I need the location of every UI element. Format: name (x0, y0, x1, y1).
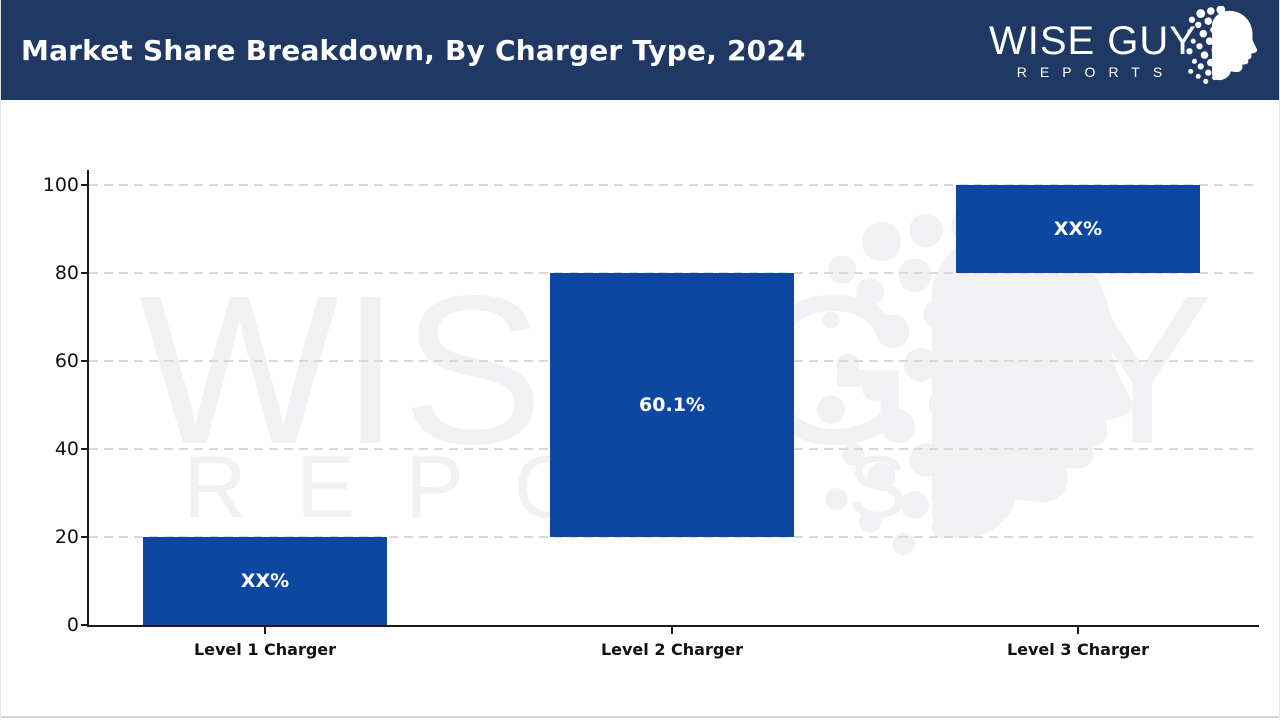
header: Market Share Breakdown, By Charger Type,… (1, 0, 1279, 100)
category-label: Level 1 Charger (193, 640, 337, 659)
chart-title: Market Share Breakdown, By Charger Type,… (21, 33, 806, 67)
x-tick-mark (1077, 627, 1079, 634)
logo-face-icon (1183, 6, 1265, 94)
bottom-rule (1, 716, 1279, 718)
y-tick-mark (81, 624, 89, 626)
bar-value-label: XX% (1053, 218, 1103, 240)
y-tick-mark (81, 272, 89, 274)
gridline (89, 536, 1259, 538)
y-axis-line (87, 170, 89, 627)
y-tick-label: 100 (42, 174, 79, 196)
y-tick-label: 0 (66, 614, 79, 636)
y-tick-label: 60 (54, 350, 79, 372)
y-tick-mark (81, 536, 89, 538)
bar: XX% (956, 185, 1200, 273)
logo-wordmark-main: WISE GUY (988, 18, 1197, 63)
category-label: Level 2 Charger (600, 640, 744, 659)
y-tick-label: 40 (54, 438, 79, 460)
bar: XX% (143, 537, 387, 625)
y-tick-label: 20 (54, 526, 79, 548)
x-tick-mark (671, 627, 673, 634)
logo-wordmark-sub: REPORTS (1016, 63, 1176, 80)
y-tick-mark (81, 448, 89, 450)
bar-value-label: XX% (240, 570, 290, 592)
wise-guy-logo: WISE GUY REPORTS (989, 6, 1265, 94)
bar-value-label: 60.1% (639, 394, 705, 416)
plot-area: WISE GUY REPORTS 020406080100XX%60.1%XX%… (1, 100, 1279, 718)
y-tick-mark (81, 360, 89, 362)
bar: 60.1% (550, 273, 794, 537)
logo-wordmark: WISE GUY REPORTS (989, 21, 1197, 80)
category-label: Level 3 Charger (1006, 640, 1150, 659)
x-axis-line (87, 625, 1259, 627)
y-tick-mark (81, 184, 89, 186)
gridline (89, 184, 1259, 186)
x-tick-mark (264, 627, 266, 634)
y-tick-label: 80 (54, 262, 79, 284)
